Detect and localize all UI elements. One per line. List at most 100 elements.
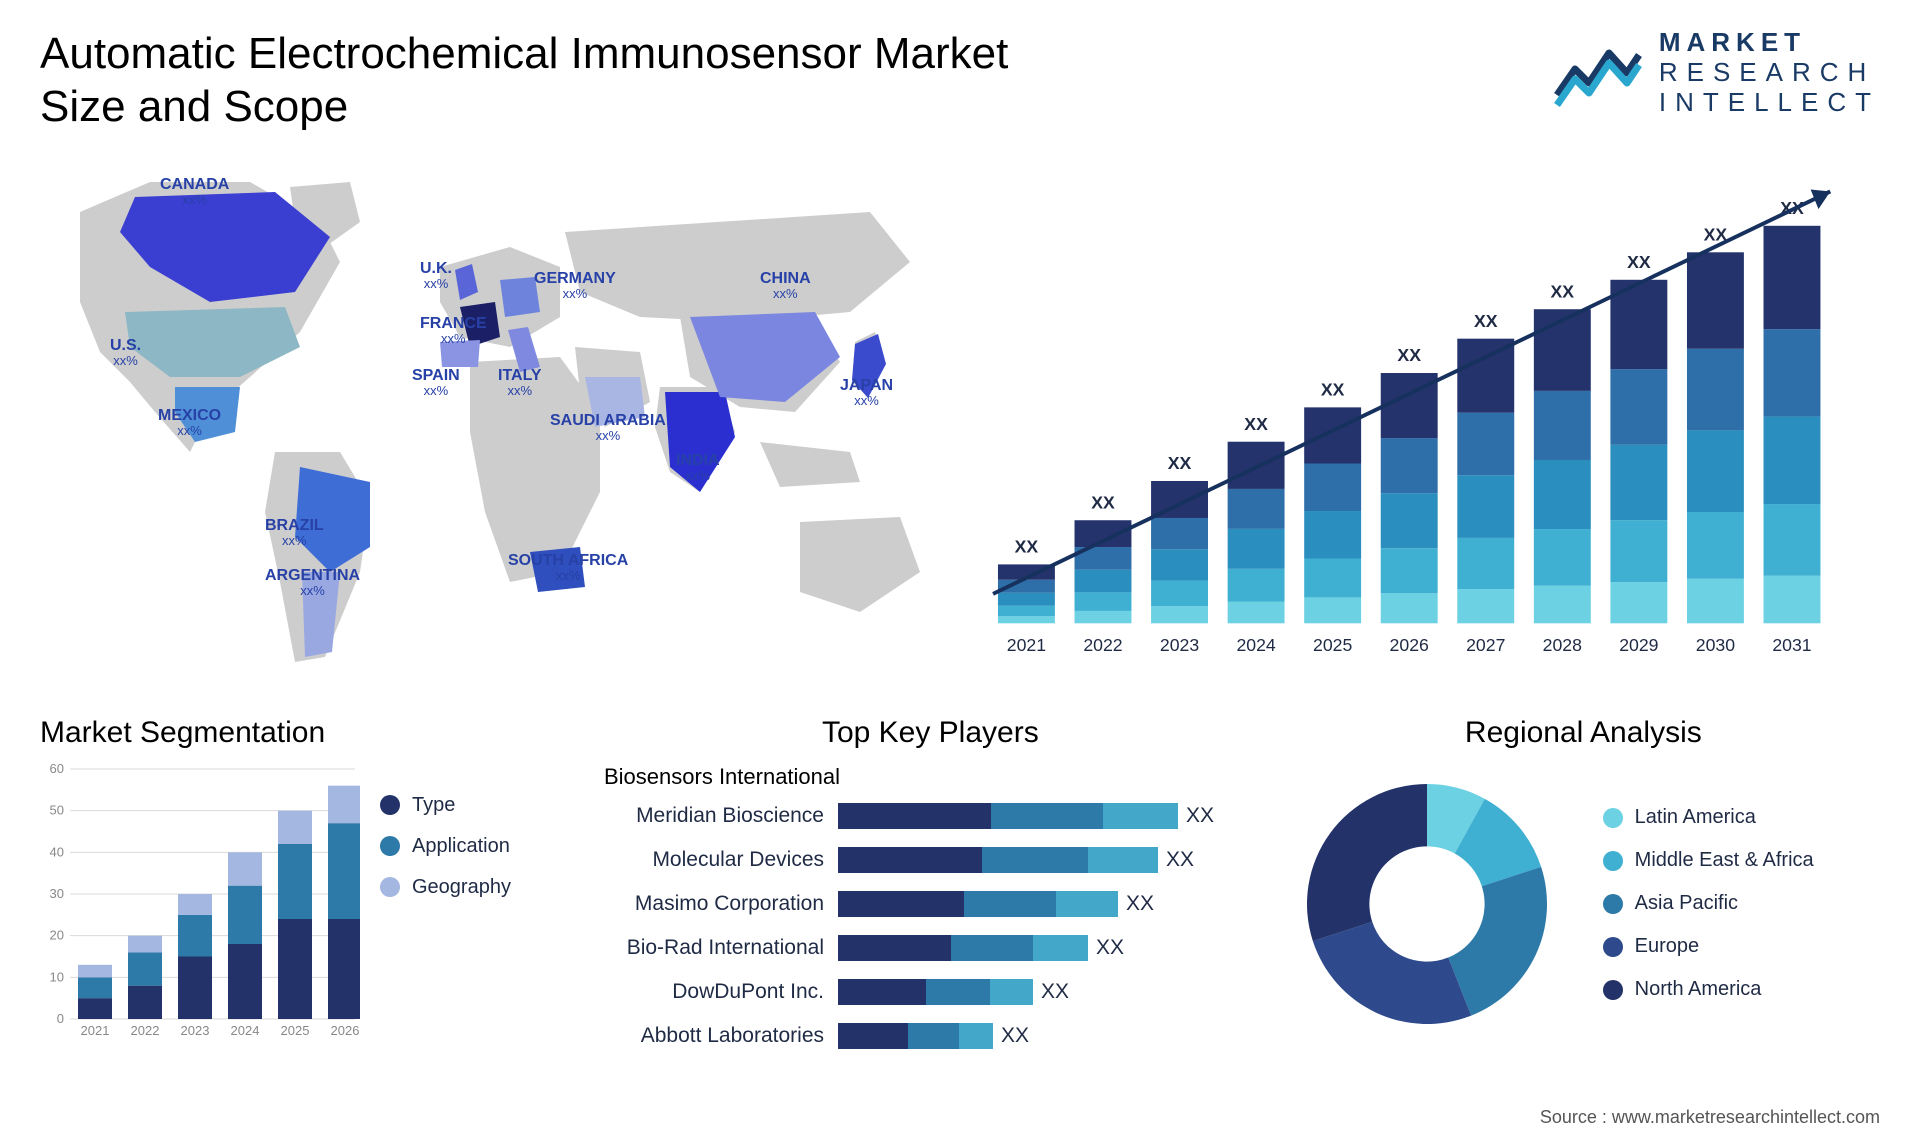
segmentation-chart: 0102030405060202120222023202420252026 [40,764,360,1044]
world-map: CANADAxx%U.S.xx%MEXICOxx%BRAZILxx%ARGENT… [40,152,940,692]
svg-text:2026: 2026 [331,1023,360,1038]
svg-text:2029: 2029 [1619,634,1658,654]
player-row: Molecular Devices XX [604,842,1257,878]
map-label-mexico: MEXICOxx% [158,407,221,439]
player-name: Molecular Devices [604,848,824,872]
players-section: Top Key Players Biosensors International… [604,716,1257,1062]
growth-chart-svg: 2021 XX 2022 XX 2023 XX 2024 XX 2025 XX 2026 XX 2027… [970,162,1870,692]
player-name: DowDuPont Inc. [604,980,824,1004]
svg-text:2022: 2022 [131,1023,160,1038]
map-label-u-k-: U.K.xx% [420,260,452,292]
regional-section: Regional Analysis Latin America Middle Ea… [1287,716,1880,1044]
player-name: Masimo Corporation [604,892,824,916]
svg-text:2022: 2022 [1083,634,1122,654]
svg-text:2023: 2023 [1160,634,1199,654]
regional-title: Regional Analysis [1287,716,1880,750]
svg-text:60: 60 [50,764,64,776]
player-bar: XX [838,847,1257,873]
svg-text:20: 20 [50,927,64,942]
player-value: XX [1041,980,1069,1004]
svg-text:2025: 2025 [281,1023,310,1038]
regional-legend-item: Europe [1603,935,1814,958]
players-title: Top Key Players [604,716,1257,750]
map-label-japan: JAPANxx% [840,377,893,409]
player-value: XX [1126,892,1154,916]
player-row: Abbott Laboratories XX [604,1018,1257,1054]
map-label-saudi-arabia: SAUDI ARABIAxx% [550,412,666,444]
segmentation-legend-item: Type [380,794,511,817]
map-label-canada: CANADAxx% [160,176,229,208]
svg-text:2028: 2028 [1543,634,1582,654]
regional-legend: Latin America Middle East & Africa Asia Pa… [1603,806,1814,1001]
svg-text:2027: 2027 [1466,634,1505,654]
svg-text:XX: XX [1627,252,1651,272]
brand-logo: MARKET RESEARCH INTELLECT [1553,28,1880,118]
svg-text:0: 0 [57,1011,64,1026]
player-bar: XX [838,935,1257,961]
page-title: Automatic Electrochemical Immunosensor M… [40,28,1090,134]
map-label-u-s-: U.S.xx% [110,337,141,369]
player-value: XX [1096,936,1124,960]
player-value: XX [1186,804,1214,828]
svg-text:XX: XX [1091,492,1115,512]
regional-legend-item: North America [1603,978,1814,1001]
growth-chart: 2021 XX 2022 XX 2023 XX 2024 XX 2025 XX 2026 XX 2027… [960,152,1880,692]
player-bar: XX [838,1023,1257,1049]
player-row: Meridian Bioscience XX [604,798,1257,834]
svg-text:XX: XX [1474,310,1498,330]
logo-icon [1553,33,1643,113]
svg-text:2030: 2030 [1696,634,1735,654]
map-label-china: CHINAxx% [760,270,811,302]
player-value: XX [1001,1024,1029,1048]
svg-text:XX: XX [1168,453,1192,473]
player-bar: XX [838,979,1257,1005]
player-row: Masimo Corporation XX [604,886,1257,922]
segmentation-title: Market Segmentation [40,716,574,750]
svg-text:10: 10 [50,969,64,984]
players-rows: Meridian Bioscience XX Molecular Devices XX… [604,798,1257,1054]
player-row: Bio-Rad International XX [604,930,1257,966]
svg-text:2031: 2031 [1772,634,1811,654]
regional-legend-item: Latin America [1603,806,1814,829]
svg-text:2024: 2024 [231,1023,260,1038]
svg-text:2025: 2025 [1313,634,1352,654]
svg-text:2024: 2024 [1236,634,1275,654]
regional-legend-item: Asia Pacific [1603,892,1814,915]
svg-text:XX: XX [1015,536,1039,556]
map-label-south-africa: SOUTH AFRICAxx% [508,552,628,584]
svg-text:30: 30 [50,886,64,901]
bottom-row: Market Segmentation 0 10 20 30 40 50 60 2021 202… [40,716,1880,1062]
svg-text:40: 40 [50,844,64,859]
map-label-italy: ITALYxx% [498,367,542,399]
player-name: Bio-Rad International [604,936,824,960]
svg-text:XX: XX [1551,281,1575,301]
map-label-france: FRANCExx% [420,315,487,347]
player-row: DowDuPont Inc. XX [604,974,1257,1010]
svg-text:XX: XX [1244,414,1268,434]
segmentation-legend-item: Geography [380,876,511,899]
svg-text:50: 50 [50,802,64,817]
map-label-germany: GERMANYxx% [534,270,616,302]
top-row: CANADAxx%U.S.xx%MEXICOxx%BRAZILxx%ARGENT… [40,152,1880,692]
logo-text: MARKET RESEARCH INTELLECT [1659,28,1880,118]
svg-text:2021: 2021 [1007,634,1046,654]
svg-text:2026: 2026 [1390,634,1429,654]
regional-legend-item: Middle East & Africa [1603,849,1814,872]
player-bar: XX [838,803,1257,829]
map-label-india: INDIAxx% [676,452,720,484]
source-label: Source : www.marketresearchintellect.com [1540,1107,1880,1128]
player-value: XX [1166,848,1194,872]
svg-text:XX: XX [1321,379,1345,399]
segmentation-section: Market Segmentation 0 10 20 30 40 50 60 2021 202… [40,716,574,1044]
map-label-spain: SPAINxx% [412,367,460,399]
segmentation-legend: Type Application Geography [380,794,511,1044]
player-bar: XX [838,891,1257,917]
map-label-brazil: BRAZILxx% [265,517,324,549]
regional-donut [1287,764,1567,1044]
player-name: Abbott Laboratories [604,1024,824,1048]
segmentation-legend-item: Application [380,835,511,858]
svg-text:XX: XX [1397,345,1421,365]
svg-text:2021: 2021 [81,1023,110,1038]
header: Automatic Electrochemical Immunosensor M… [40,28,1880,134]
player-name: Meridian Bioscience [604,804,824,828]
